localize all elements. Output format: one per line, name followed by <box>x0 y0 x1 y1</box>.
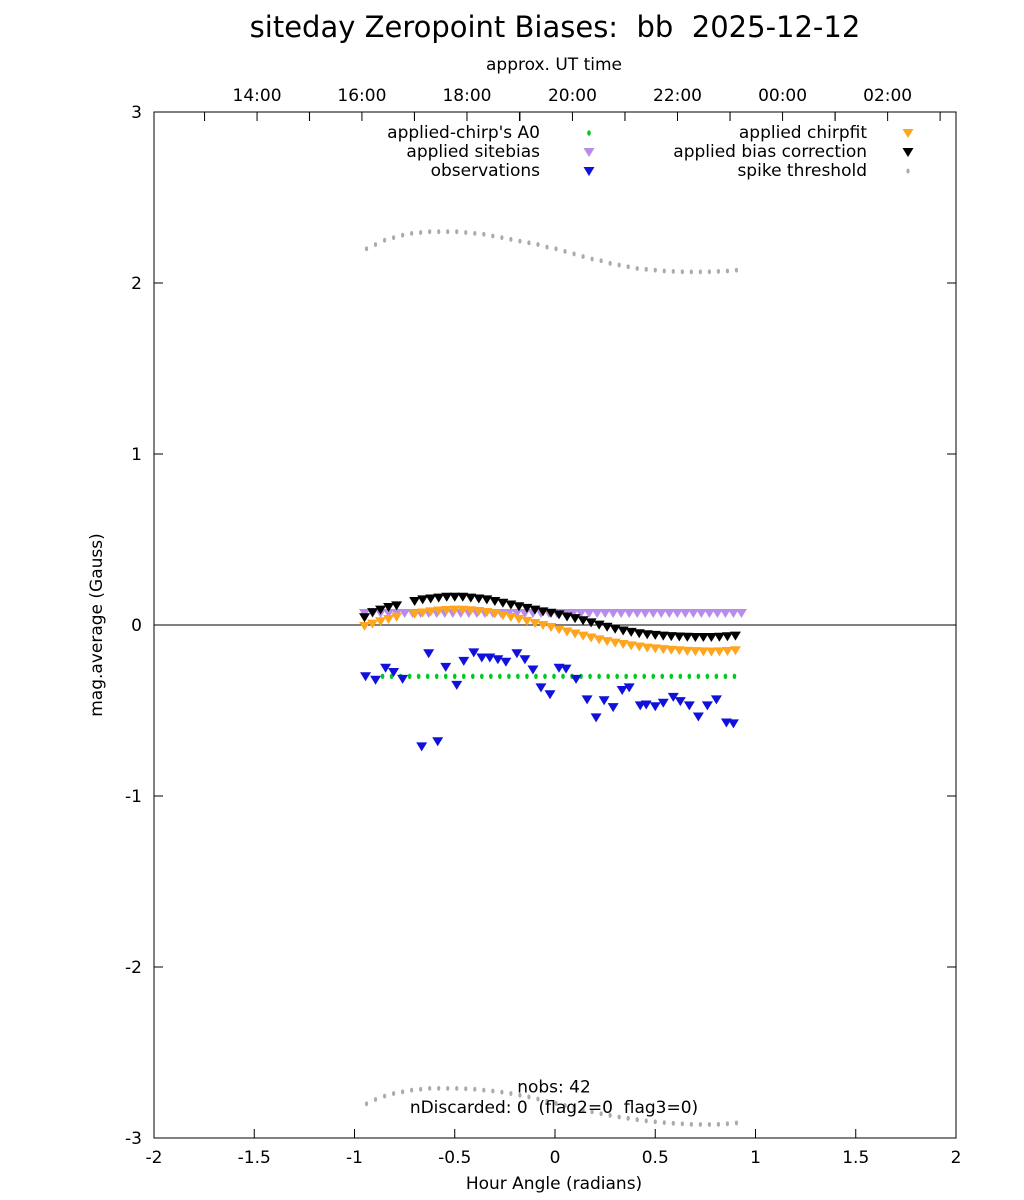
x-axis-label: Hour Angle (radians) <box>465 1174 643 1194</box>
legend-label-sitebias: applied sitebias <box>406 142 540 162</box>
y-tick-label: 2 <box>131 274 142 294</box>
x-tick-label: 2 <box>951 1148 962 1168</box>
y-tick-label: 3 <box>131 103 142 123</box>
x-tick-label: -0.5 <box>438 1148 471 1168</box>
legend-label-spike: spike threshold <box>737 161 867 181</box>
legend-label-biascorr: applied bias correction <box>673 142 867 162</box>
y-tick-label: 0 <box>131 616 142 636</box>
top-tick-label: 22:00 <box>653 86 702 106</box>
x-tick-label: 0.5 <box>642 1148 669 1168</box>
legend-marker-observations <box>583 167 595 176</box>
legend-marker-a0 <box>587 130 591 136</box>
top-tick-label: 02:00 <box>863 86 912 106</box>
legend-marker-sitebias <box>583 148 595 157</box>
page-title: siteday Zeropoint Biases: bb 2025-12-12 <box>249 10 861 44</box>
y-tick-label: -3 <box>125 1129 142 1149</box>
top-tick-label: 14:00 <box>233 86 282 106</box>
series-spike <box>364 229 739 1127</box>
y-tick-label: 1 <box>131 445 142 465</box>
annotation: nDiscarded: 0 (flag2=0 flag3=0) <box>410 1098 698 1118</box>
series-chirpfit <box>359 605 741 657</box>
y-tick-label: -1 <box>125 787 142 807</box>
series-biascorr <box>359 592 741 642</box>
series-observations <box>360 648 739 752</box>
top-axis-label: approx. UT time <box>486 55 622 75</box>
x-tick-label: 0 <box>550 1148 561 1168</box>
annotation: nobs: 42 <box>517 1078 591 1098</box>
x-tick-label: -2 <box>146 1148 163 1168</box>
series-a0 <box>380 673 737 679</box>
legend-label-observations: observations <box>430 161 540 181</box>
x-tick-label: -1 <box>346 1148 363 1168</box>
top-tick-label: 18:00 <box>442 86 491 106</box>
legend-marker-biascorr <box>902 148 914 157</box>
top-tick-label: 00:00 <box>758 86 807 106</box>
top-tick-label: 20:00 <box>548 86 597 106</box>
legend-marker-spike <box>906 168 910 174</box>
top-tick-label: 16:00 <box>337 86 386 106</box>
x-tick-label: 1.5 <box>842 1148 869 1168</box>
x-tick-label: -1.5 <box>238 1148 271 1168</box>
legend-marker-chirpfit <box>902 129 914 138</box>
legend-label-a0: applied-chirp's A0 <box>387 123 540 143</box>
legend-label-chirpfit: applied chirpfit <box>738 123 867 143</box>
y-tick-label: -2 <box>125 958 142 978</box>
x-tick-label: 1 <box>750 1148 761 1168</box>
